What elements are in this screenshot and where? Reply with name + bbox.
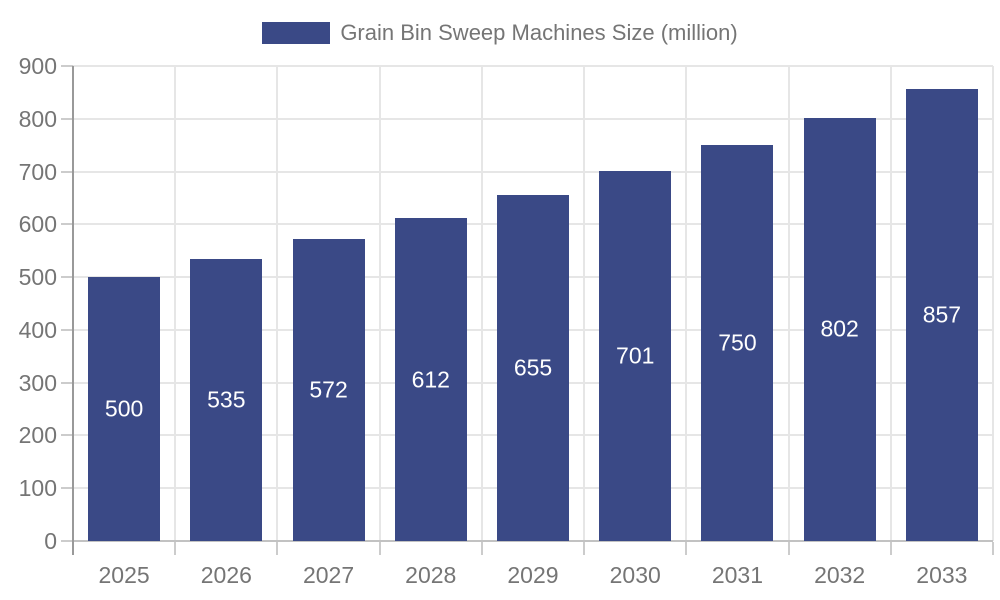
bar-value-label: 802 — [820, 315, 859, 342]
bar-value-label: 535 — [207, 386, 246, 413]
x-axis-tick-label: 2025 — [98, 562, 150, 588]
y-axis-tick-label: 0 — [44, 528, 57, 554]
y-axis-tick-label: 300 — [18, 369, 57, 396]
gridline-vertical — [889, 66, 892, 541]
x-axis-tick-label: 2033 — [916, 562, 968, 588]
gridline-vertical — [992, 66, 994, 541]
bar-value-label: 655 — [513, 354, 553, 381]
y-tick — [61, 328, 73, 331]
bar-value-label: 612 — [411, 366, 450, 392]
y-tick — [61, 434, 73, 437]
x-tick — [685, 542, 688, 555]
chart-bar[interactable]: 612 — [394, 218, 467, 541]
chart-bar[interactable]: 802 — [803, 117, 876, 541]
y-tick — [61, 223, 73, 226]
gridline-vertical — [276, 66, 279, 541]
y-tick — [61, 276, 73, 279]
legend-swatch — [262, 22, 331, 44]
x-tick — [276, 542, 279, 555]
x-tick — [378, 542, 381, 555]
y-tick — [61, 381, 73, 384]
y-axis-tick-label: 100 — [18, 475, 57, 502]
x-tick — [992, 542, 994, 555]
x-tick — [583, 542, 586, 555]
chart-bar[interactable]: 500 — [88, 277, 161, 541]
bar-value-label: 500 — [104, 395, 144, 422]
x-axis-tick-label: 2027 — [302, 562, 355, 588]
bar-value-label: 750 — [718, 329, 757, 356]
x-axis-tick-label: 2026 — [200, 562, 252, 588]
legend-label: Grain Bin Sweep Machines Size (million) — [340, 20, 738, 45]
gridline-vertical — [583, 66, 586, 541]
gridline-horizontal — [73, 117, 993, 120]
x-axis-tick-label: 2031 — [711, 562, 764, 588]
y-axis-tick-label: 600 — [18, 211, 57, 238]
y-axis-tick-label: 400 — [18, 316, 57, 343]
legend-item[interactable]: Grain Bin Sweep Machines Size (million) — [0, 19, 1000, 47]
y-tick — [61, 117, 73, 120]
x-tick — [787, 542, 790, 555]
chart-bar[interactable]: 572 — [292, 239, 365, 541]
x-tick — [889, 542, 892, 555]
chart-bar[interactable]: 535 — [190, 258, 263, 541]
gridline-horizontal — [73, 170, 993, 173]
y-tick — [61, 170, 73, 173]
x-tick — [174, 542, 177, 555]
y-tick — [61, 65, 73, 67]
y-axis-line — [72, 66, 74, 555]
y-axis-tick-label: 900 — [18, 53, 57, 79]
gridline-horizontal — [73, 65, 993, 67]
x-axis-tick-label: 2029 — [507, 562, 559, 588]
gridline-vertical — [174, 66, 177, 541]
gridline-horizontal — [73, 540, 993, 542]
x-axis-tick-label: 2032 — [814, 562, 866, 588]
y-axis-tick-label: 700 — [18, 158, 57, 185]
bar-value-label: 701 — [616, 342, 655, 369]
x-axis-tick-label: 2028 — [405, 562, 457, 588]
bar-value-label: 572 — [309, 376, 348, 403]
y-tick — [61, 540, 73, 542]
y-axis-tick-label: 500 — [18, 264, 57, 291]
y-tick — [61, 487, 73, 490]
x-tick — [480, 542, 483, 555]
gridline-vertical — [685, 66, 688, 541]
chart-bar[interactable]: 857 — [905, 88, 978, 541]
gridline-vertical — [378, 66, 381, 541]
chart-bar[interactable]: 701 — [599, 171, 672, 541]
y-axis-tick-label: 200 — [18, 422, 57, 449]
x-axis-tick-label: 2030 — [609, 562, 661, 588]
chart-bar[interactable]: 655 — [497, 195, 569, 541]
chart-bar[interactable]: 750 — [701, 145, 774, 541]
y-axis-tick-label: 800 — [18, 105, 57, 132]
bar-value-label: 857 — [922, 301, 962, 328]
gridline-vertical — [480, 66, 483, 541]
gridline-vertical — [787, 66, 790, 541]
